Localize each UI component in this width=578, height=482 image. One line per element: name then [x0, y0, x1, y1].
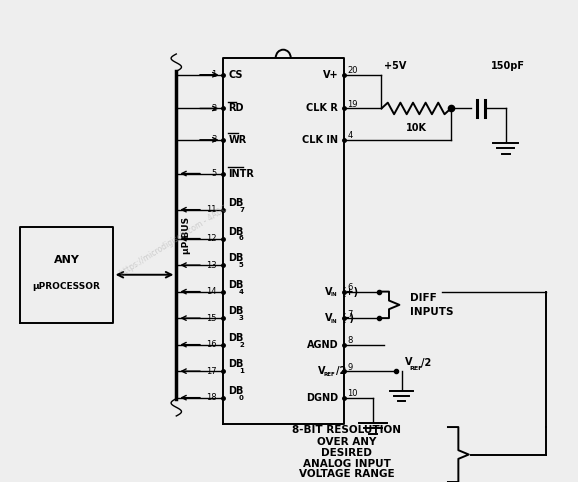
Text: V+: V+ — [323, 70, 338, 80]
Text: V: V — [405, 357, 412, 367]
Text: 11: 11 — [206, 205, 217, 214]
Text: 8: 8 — [347, 336, 353, 345]
Text: DB: DB — [228, 333, 244, 343]
Text: 3: 3 — [212, 135, 217, 144]
Text: DB: DB — [228, 359, 244, 369]
Text: (-): (-) — [341, 313, 354, 323]
Text: ANY: ANY — [54, 255, 79, 265]
Text: 5: 5 — [212, 169, 217, 178]
Text: 10: 10 — [347, 389, 358, 398]
Text: WR: WR — [228, 135, 247, 145]
Text: 150pF: 150pF — [491, 61, 525, 71]
Text: DESIRED: DESIRED — [321, 448, 372, 458]
Text: DB: DB — [228, 227, 244, 237]
Text: 2: 2 — [239, 342, 244, 348]
Text: 6: 6 — [347, 283, 353, 292]
Text: 4: 4 — [239, 289, 244, 295]
Text: /2: /2 — [421, 358, 431, 368]
Text: 18: 18 — [206, 393, 217, 402]
Text: RD: RD — [228, 104, 244, 113]
Text: DGND: DGND — [306, 393, 338, 402]
Text: 7: 7 — [347, 310, 353, 319]
Text: /2: /2 — [336, 366, 347, 376]
Text: 2: 2 — [212, 104, 217, 113]
Text: DB: DB — [228, 306, 244, 316]
Text: 20: 20 — [347, 67, 358, 75]
Text: 8-BIT RESOLUTION: 8-BIT RESOLUTION — [292, 425, 401, 435]
Text: 0: 0 — [239, 395, 244, 401]
Text: 6: 6 — [239, 236, 244, 241]
Text: INTR: INTR — [228, 169, 254, 178]
Text: 17: 17 — [206, 367, 217, 375]
Text: 15: 15 — [206, 314, 217, 322]
Text: V: V — [318, 366, 325, 376]
Text: VOLTAGE RANGE: VOLTAGE RANGE — [299, 469, 395, 479]
Text: 12: 12 — [206, 234, 217, 243]
Text: INPUTS: INPUTS — [410, 307, 454, 317]
Text: 10K: 10K — [406, 123, 427, 133]
Text: DB: DB — [228, 386, 244, 396]
Text: 16: 16 — [206, 340, 217, 349]
Text: IN: IN — [331, 293, 337, 297]
Text: https://microdigisoft.com - 4ADC: https://microdigisoft.com - 4ADC — [118, 204, 229, 278]
Text: 13: 13 — [206, 261, 217, 269]
Text: REF: REF — [324, 372, 335, 377]
Text: +5V: +5V — [384, 61, 407, 71]
Text: AGND: AGND — [306, 340, 338, 349]
Text: 14: 14 — [206, 287, 217, 296]
Text: V: V — [325, 313, 333, 323]
Text: DIFF: DIFF — [410, 293, 437, 303]
Text: DB: DB — [228, 280, 244, 290]
Text: DB: DB — [228, 198, 244, 208]
Text: μPROCESSOR: μPROCESSOR — [32, 282, 101, 291]
Text: CS: CS — [228, 70, 243, 80]
Text: µP BUS: µP BUS — [181, 216, 191, 254]
Text: ANALOG INPUT: ANALOG INPUT — [303, 458, 391, 469]
Text: REF: REF — [409, 366, 423, 371]
Text: 19: 19 — [347, 100, 358, 109]
Text: (+): (+) — [341, 287, 358, 296]
Text: IN: IN — [331, 319, 337, 324]
Text: OVER ANY: OVER ANY — [317, 437, 376, 447]
Text: V: V — [325, 287, 333, 296]
Text: 9: 9 — [347, 363, 353, 372]
Text: 5: 5 — [239, 262, 244, 268]
Text: CLK R: CLK R — [306, 104, 338, 113]
Text: 1: 1 — [239, 368, 244, 374]
Text: DB: DB — [228, 253, 244, 263]
Text: 3: 3 — [239, 315, 244, 321]
Text: CLK IN: CLK IN — [302, 135, 338, 145]
Text: 7: 7 — [239, 207, 244, 213]
Text: 1: 1 — [212, 70, 217, 79]
Text: 4: 4 — [347, 132, 353, 140]
